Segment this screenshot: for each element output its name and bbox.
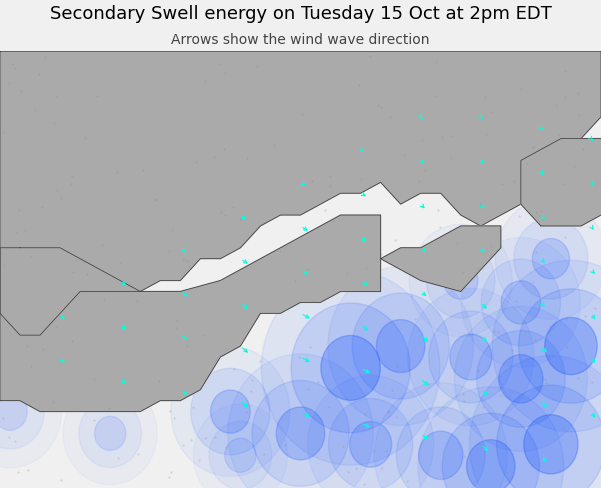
Circle shape bbox=[321, 335, 380, 400]
Circle shape bbox=[79, 399, 142, 468]
Circle shape bbox=[94, 416, 126, 450]
Text: Arrows show the wind wave direction: Arrows show the wind wave direction bbox=[171, 33, 430, 47]
Circle shape bbox=[545, 318, 597, 375]
Circle shape bbox=[374, 383, 507, 488]
Circle shape bbox=[209, 421, 272, 488]
Circle shape bbox=[492, 260, 601, 432]
Circle shape bbox=[427, 243, 495, 318]
Circle shape bbox=[532, 239, 570, 279]
Circle shape bbox=[442, 413, 539, 488]
Circle shape bbox=[352, 293, 449, 399]
Circle shape bbox=[171, 346, 290, 476]
Circle shape bbox=[350, 422, 392, 467]
Circle shape bbox=[225, 438, 256, 472]
Polygon shape bbox=[0, 215, 380, 411]
Circle shape bbox=[450, 334, 492, 380]
Circle shape bbox=[291, 303, 410, 433]
Circle shape bbox=[329, 399, 413, 488]
Circle shape bbox=[276, 407, 325, 460]
Polygon shape bbox=[380, 226, 501, 291]
Circle shape bbox=[477, 330, 565, 427]
Circle shape bbox=[376, 320, 425, 372]
Circle shape bbox=[519, 289, 601, 403]
Circle shape bbox=[210, 390, 250, 433]
Circle shape bbox=[418, 386, 564, 488]
Circle shape bbox=[261, 271, 440, 465]
Polygon shape bbox=[0, 51, 601, 335]
Circle shape bbox=[466, 440, 515, 488]
Circle shape bbox=[429, 311, 513, 403]
Circle shape bbox=[0, 393, 27, 430]
Circle shape bbox=[469, 356, 601, 488]
Circle shape bbox=[444, 262, 478, 299]
Circle shape bbox=[228, 354, 373, 488]
Polygon shape bbox=[521, 139, 601, 226]
Circle shape bbox=[252, 381, 349, 487]
Circle shape bbox=[328, 266, 474, 426]
Circle shape bbox=[454, 306, 587, 451]
Circle shape bbox=[0, 374, 44, 449]
Circle shape bbox=[499, 355, 543, 403]
Circle shape bbox=[407, 288, 534, 426]
Circle shape bbox=[308, 376, 434, 488]
Circle shape bbox=[523, 415, 578, 474]
Text: Secondary Swell energy on Tuesday 15 Oct at 2pm EDT: Secondary Swell energy on Tuesday 15 Oct… bbox=[49, 5, 552, 23]
Circle shape bbox=[191, 368, 270, 455]
Circle shape bbox=[481, 259, 561, 346]
Circle shape bbox=[397, 407, 485, 488]
Circle shape bbox=[501, 281, 541, 324]
Circle shape bbox=[418, 431, 463, 479]
Circle shape bbox=[514, 218, 588, 299]
Circle shape bbox=[496, 385, 601, 488]
